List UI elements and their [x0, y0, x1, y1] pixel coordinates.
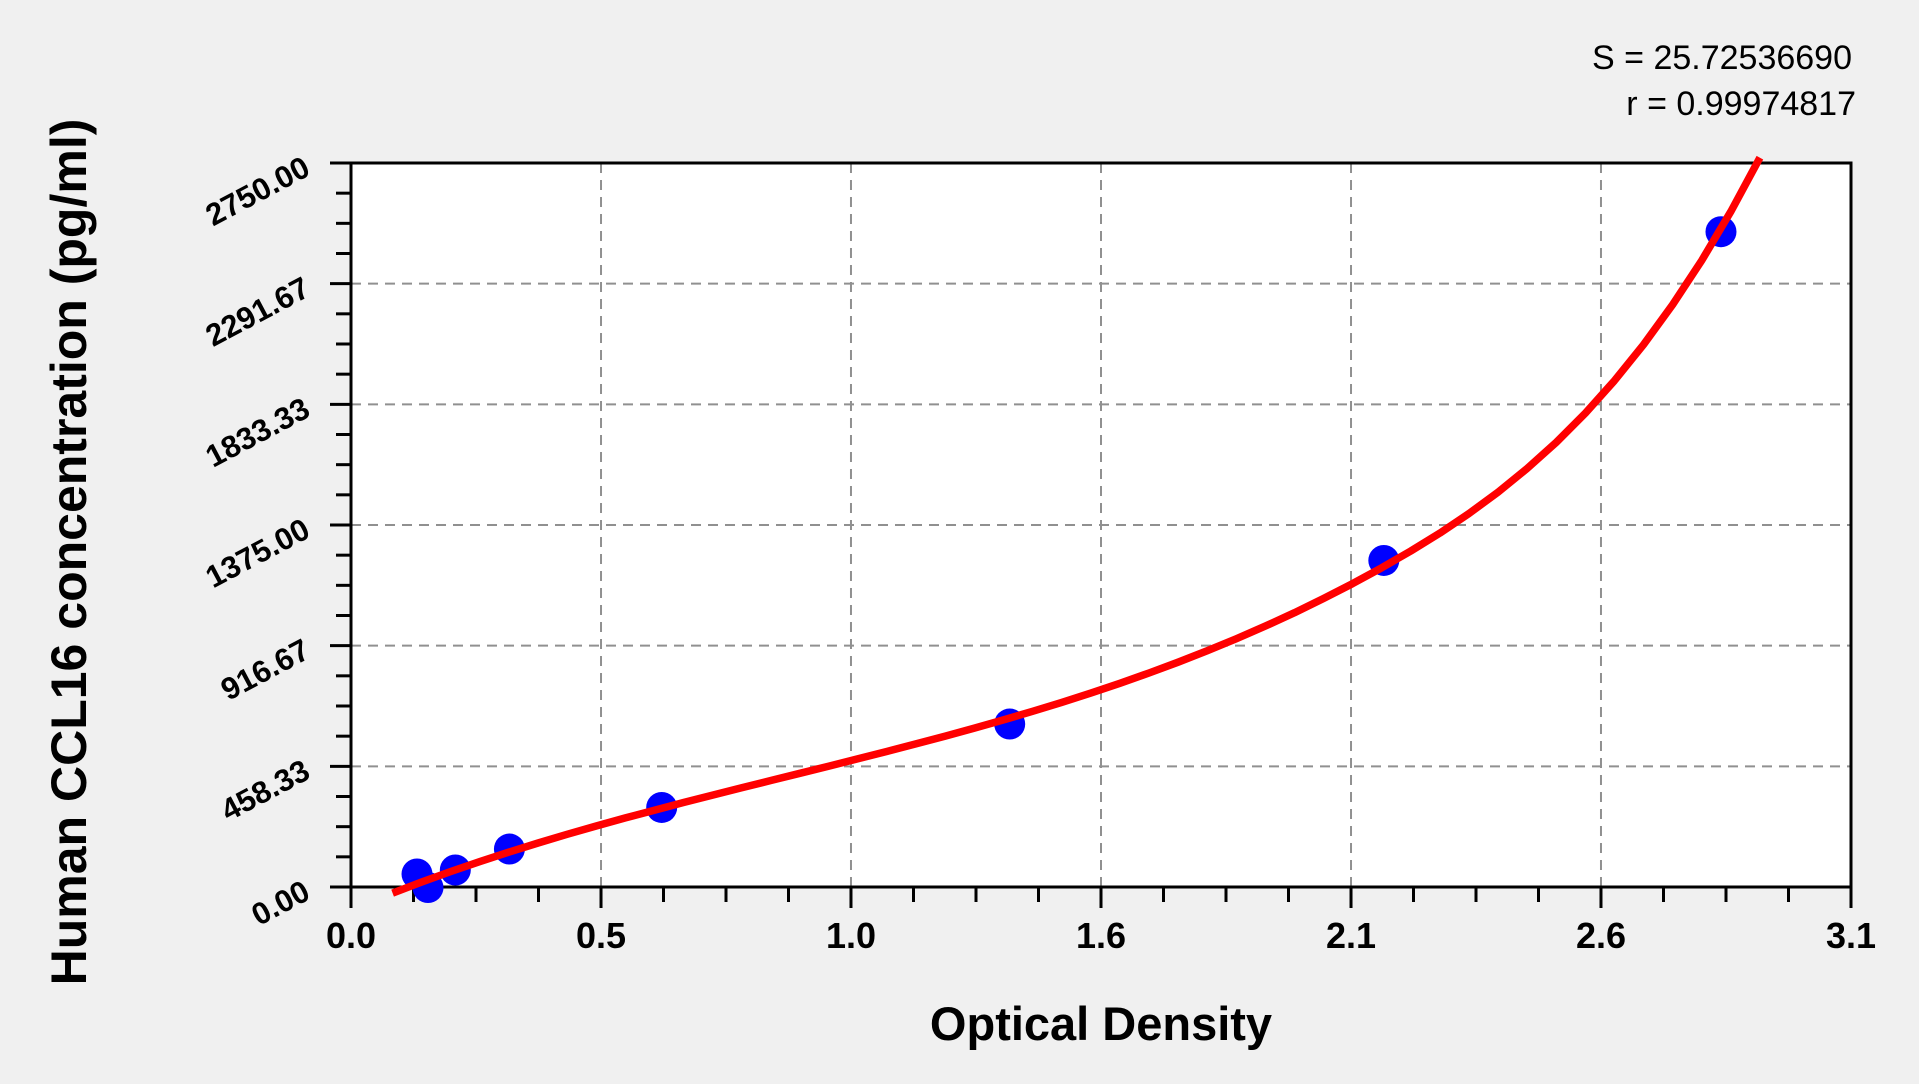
x-tick-label: 1.6: [1076, 915, 1126, 956]
x-tick-label: 2.1: [1326, 915, 1376, 956]
y-axis-title: Human CCL16 concentration (pg/ml): [41, 119, 97, 986]
x-tick-label: 0.0: [326, 915, 376, 956]
x-tick-labels: 0.0 0.5 1.0 1.6 2.1 2.6 3.1: [326, 915, 1876, 956]
x-tick-label: 0.5: [576, 915, 626, 956]
x-tick-label: 1.0: [826, 915, 876, 956]
annotation-r-value: r = 0.99974817: [1626, 85, 1856, 123]
fit-curve-path: [391, 155, 1764, 897]
axis-ticks: [330, 161, 1853, 908]
gridlines: [351, 163, 1851, 887]
x-tick-label: 2.6: [1576, 915, 1626, 956]
x-tick-label: 3.1: [1826, 915, 1876, 956]
annotation-s-value: S = 25.72536690: [1592, 39, 1852, 77]
x-axis-title: Optical Density: [930, 997, 1272, 1050]
